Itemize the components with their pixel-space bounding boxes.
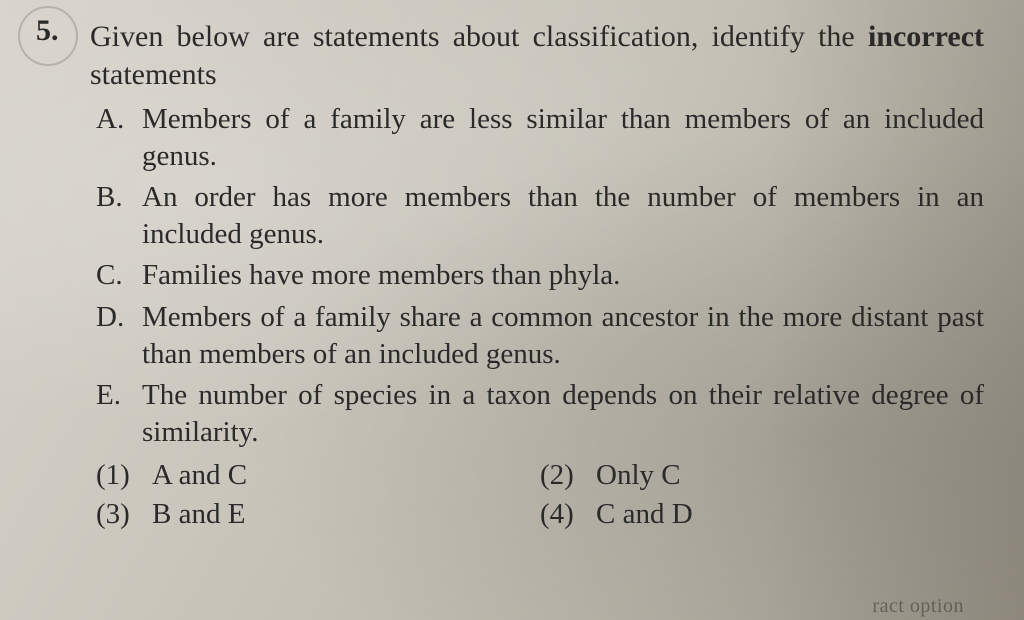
stem-bold: incorrect [868,20,984,53]
question-number: 5. [36,14,59,48]
option-text: C and D [596,498,693,531]
statement-letter: B. [96,179,142,253]
statement-letter: D. [96,299,142,373]
statement-letter: A. [96,101,142,175]
option-3[interactable]: (3) B and E [96,498,540,531]
option-1[interactable]: (1) A and C [96,459,540,492]
statement-text: Members of a family are less similar tha… [142,101,984,175]
option-4[interactable]: (4) C and D [540,498,984,531]
question-page: 5. Given below are statements about clas… [0,0,1024,620]
statement-text: The number of species in a taxon depends… [142,377,984,451]
option-number: (2) [540,459,596,492]
statements-list: A. Members of a family are less similar … [96,101,984,451]
option-number: (4) [540,498,596,531]
statement-d: D. Members of a family share a common an… [96,299,984,373]
statement-text: Families have more members than phyla. [142,257,984,294]
statement-letter: E. [96,377,142,451]
option-number: (1) [96,459,152,492]
statement-a: A. Members of a family are less similar … [96,101,984,175]
option-text: A and C [152,459,247,492]
statement-c: C. Families have more members than phyla… [96,257,984,294]
option-number: (3) [96,498,152,531]
cutoff-text: ract option [872,595,964,618]
statement-text: Members of a family share a common ances… [142,299,984,373]
statement-letter: C. [96,257,142,294]
question-stem: Given below are statements about classif… [90,18,984,93]
stem-text-1: Given below are statements about classif… [90,20,868,53]
statement-b: B. An order has more members than the nu… [96,179,984,253]
statement-e: E. The number of species in a taxon depe… [96,377,984,451]
option-2[interactable]: (2) Only C [540,459,984,492]
option-text: Only C [596,459,681,492]
stem-text-2: statements [90,58,217,91]
answer-options: (1) A and C (2) Only C (3) B and E (4) C… [96,459,984,531]
option-text: B and E [152,498,245,531]
statement-text: An order has more members than the numbe… [142,179,984,253]
